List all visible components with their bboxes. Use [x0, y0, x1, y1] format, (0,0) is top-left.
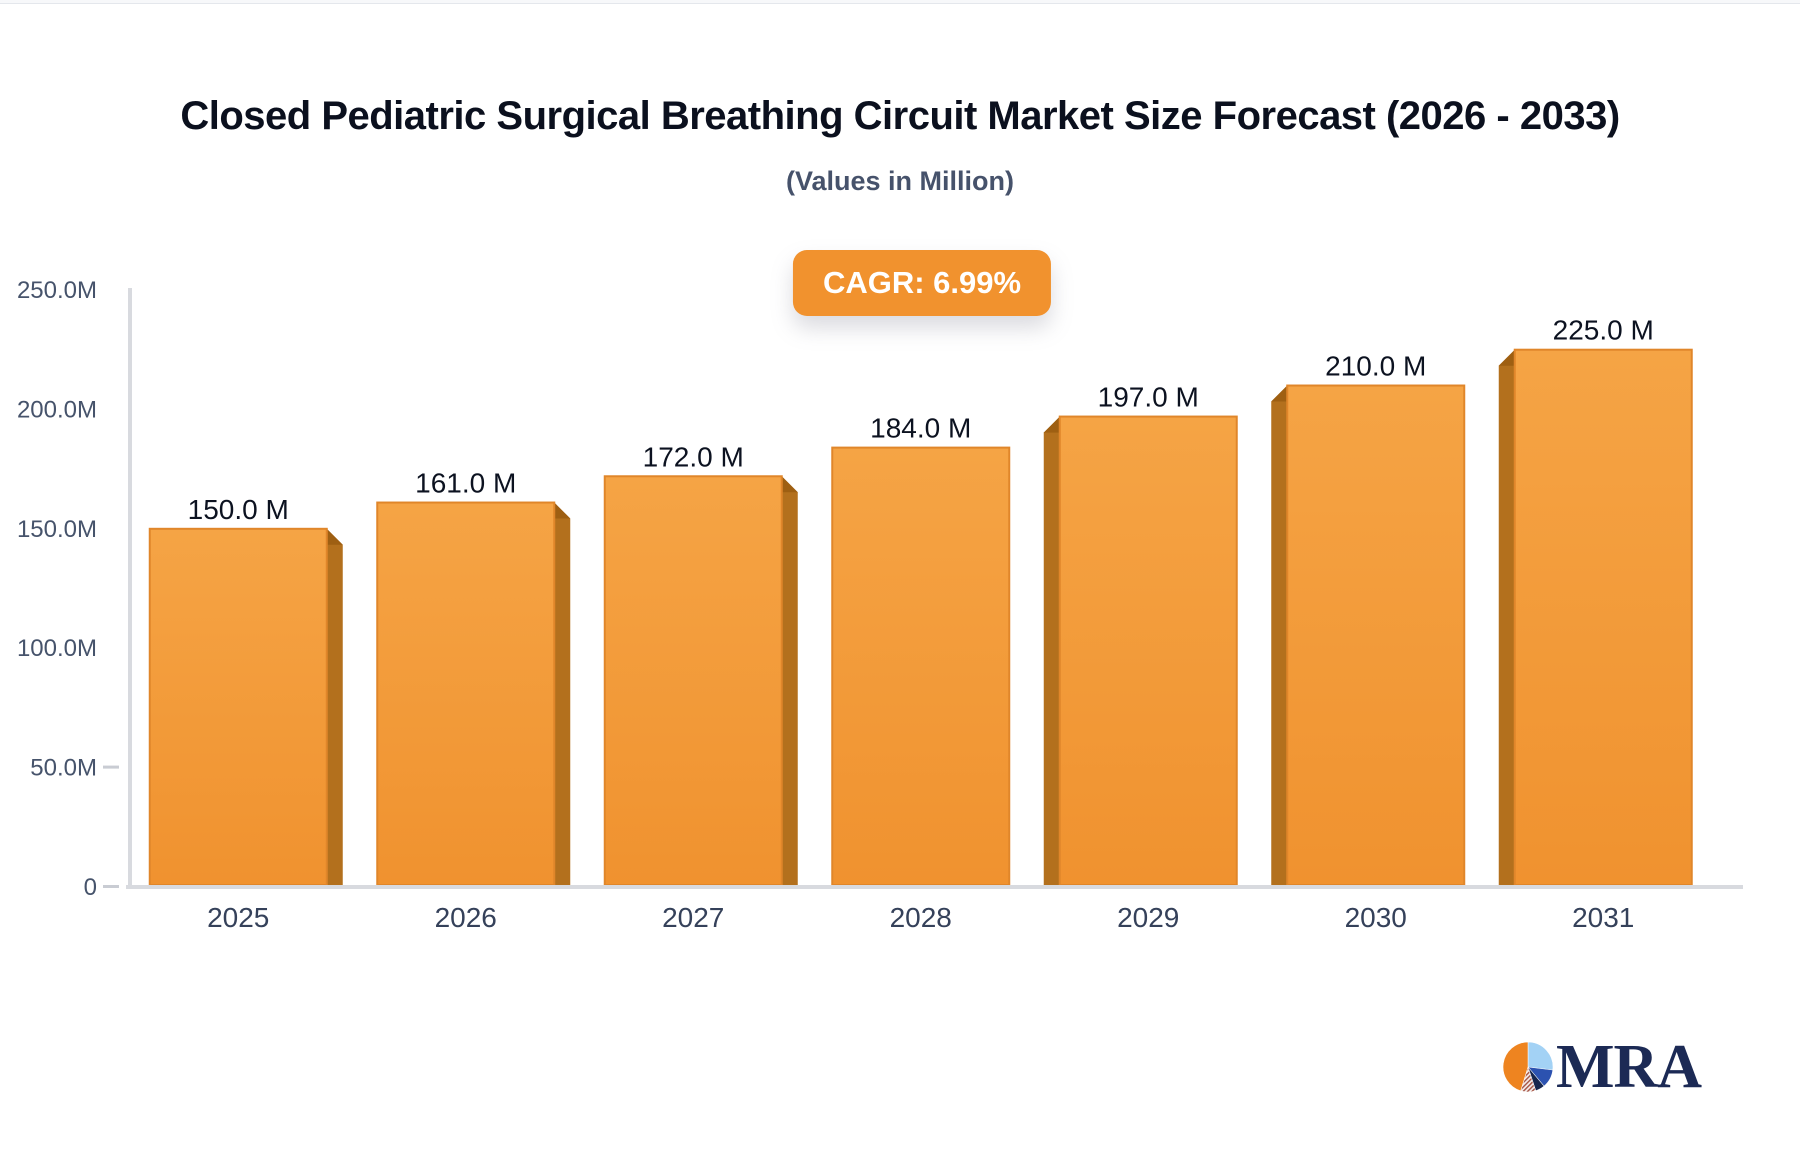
bar-side-chamfer — [781, 476, 798, 493]
bar-2028 — [831, 446, 1011, 886]
bar-2025 — [148, 527, 343, 886]
bar-face — [603, 475, 783, 886]
y-tick-dash — [103, 765, 119, 769]
bar-value-label: 210.0 M — [1325, 351, 1426, 382]
chart-subtitle: (Values in Million) — [785, 166, 1015, 196]
bar-side-face — [781, 476, 798, 885]
bar-face — [1058, 415, 1238, 886]
x-tick-label: 2031 — [1572, 902, 1634, 933]
x-tick-label: 2030 — [1345, 902, 1407, 933]
bar-value-label: 161.0 M — [415, 468, 516, 499]
bar-value-label: 172.0 M — [643, 441, 744, 472]
bar-value-label: 184.0 M — [870, 413, 971, 444]
chart-title: Closed Pediatric Surgical Breathing Circ… — [180, 94, 1620, 138]
x-tick-label: 2028 — [890, 902, 952, 933]
x-tick-label: 2027 — [662, 902, 724, 933]
x-tick-label: 2026 — [435, 902, 497, 933]
bar-2030 — [1271, 384, 1466, 886]
bar-side-chamfer — [1043, 416, 1060, 433]
bar-face — [148, 527, 328, 886]
bar-2029 — [1043, 415, 1238, 886]
y-tick-dash — [103, 885, 119, 888]
bar-2031 — [1498, 348, 1693, 886]
page-top-border — [0, 0, 1800, 4]
bar-value-label: 150.0 M — [188, 494, 289, 525]
pie-slice-lightblue — [1527, 1041, 1554, 1071]
bar-side-face — [1498, 349, 1515, 885]
y-tick-label: 200.0M — [17, 396, 97, 423]
mra-logo-text: MRA — [1556, 1033, 1702, 1101]
y-tick-label: 150.0M — [17, 516, 97, 543]
bars — [148, 348, 1693, 886]
bar-2027 — [603, 475, 798, 886]
bar-side-chamfer — [1271, 385, 1288, 402]
pie-slice-orange — [1502, 1041, 1529, 1092]
x-axis-line — [126, 885, 1743, 889]
y-tick-label: 100.0M — [17, 635, 97, 662]
bar-face — [831, 446, 1011, 886]
bar-side-face — [1043, 416, 1060, 885]
bar-value-label: 225.0 M — [1553, 315, 1654, 346]
bar-value-label: 197.0 M — [1098, 382, 1199, 413]
bar-2026 — [376, 501, 571, 886]
y-tick-label: 0 — [84, 874, 97, 901]
bar-face — [1286, 384, 1466, 886]
bar-face — [1513, 348, 1693, 886]
bar-side-chamfer — [554, 502, 571, 519]
bar-side-face — [326, 528, 343, 885]
y-tick-label: 50.0M — [30, 755, 97, 782]
bar-side-face — [1271, 385, 1288, 885]
y-axis-line — [128, 288, 132, 889]
mra-logo: MRA — [1502, 1033, 1702, 1101]
bar-side-face — [554, 502, 571, 885]
x-tick-label: 2025 — [207, 902, 269, 933]
cagr-badge: CAGR: 6.99% — [792, 250, 1052, 316]
bar-side-chamfer — [326, 528, 343, 545]
bar-face — [376, 501, 556, 886]
y-tick-label: 250.0M — [17, 277, 97, 304]
mra-logo-pie-icon — [1502, 1041, 1554, 1093]
bar-side-chamfer — [1498, 349, 1515, 366]
x-tick-label: 2029 — [1117, 902, 1179, 933]
